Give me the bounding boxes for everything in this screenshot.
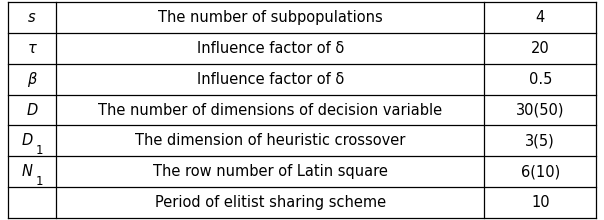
Text: τ: τ	[28, 41, 36, 56]
Text: D: D	[27, 103, 37, 117]
Text: β: β	[27, 72, 37, 87]
Text: 6(10): 6(10)	[521, 164, 560, 179]
Text: 3(5): 3(5)	[525, 133, 555, 148]
Text: Period of elitist sharing scheme: Period of elitist sharing scheme	[155, 195, 386, 210]
Text: 0.5: 0.5	[528, 72, 552, 87]
Text: Influence factor of δ: Influence factor of δ	[197, 72, 344, 87]
Text: 1: 1	[36, 144, 43, 157]
Text: 10: 10	[531, 195, 550, 210]
Text: The row number of Latin square: The row number of Latin square	[153, 164, 388, 179]
Text: 20: 20	[531, 41, 550, 56]
Text: The number of dimensions of decision variable: The number of dimensions of decision var…	[98, 103, 442, 117]
Text: N: N	[22, 164, 33, 179]
Text: D: D	[22, 133, 33, 148]
Text: Influence factor of δ: Influence factor of δ	[197, 41, 344, 56]
Text: s: s	[28, 10, 36, 25]
Text: The dimension of heuristic crossover: The dimension of heuristic crossover	[135, 133, 405, 148]
Text: 4: 4	[536, 10, 545, 25]
Text: 1: 1	[36, 175, 43, 188]
Text: The number of subpopulations: The number of subpopulations	[158, 10, 382, 25]
Text: 30(50): 30(50)	[516, 103, 565, 117]
